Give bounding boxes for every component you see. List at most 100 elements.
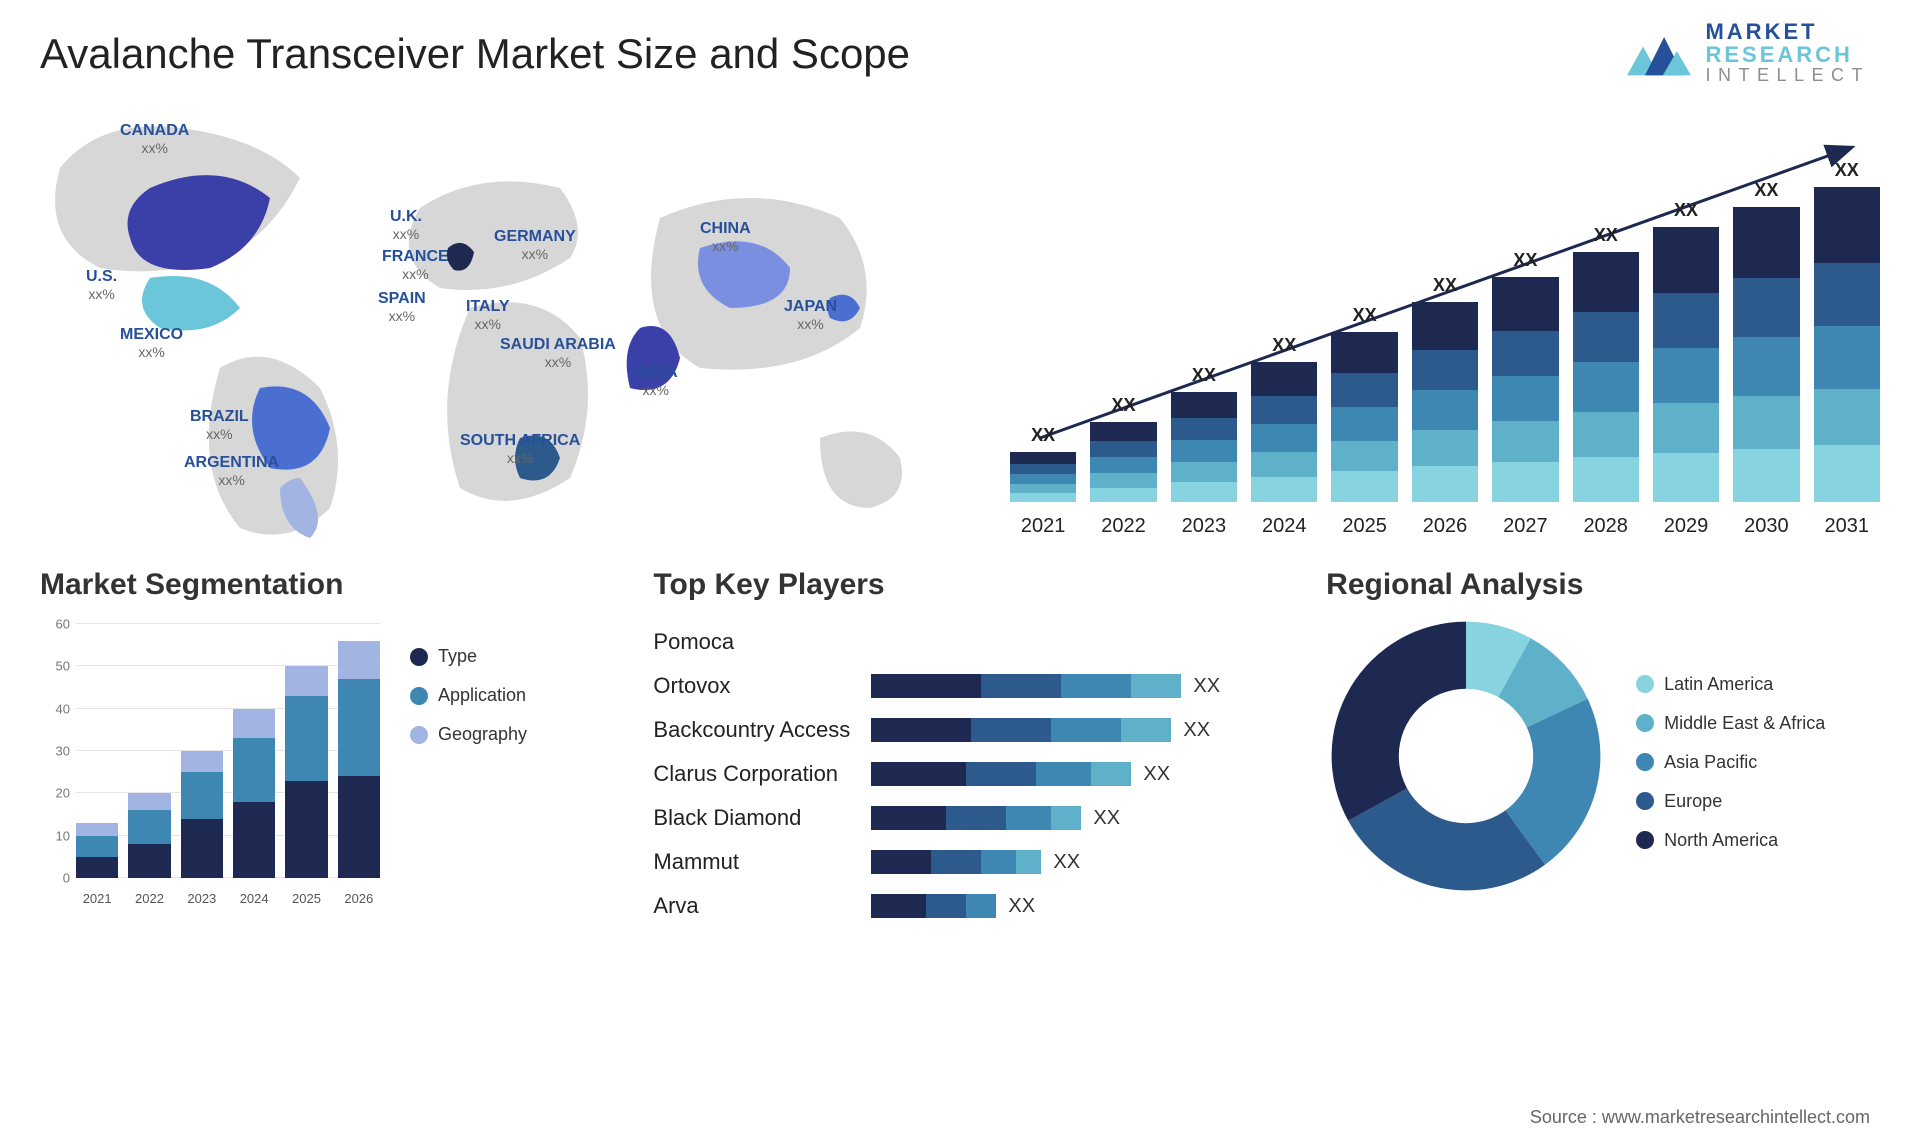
country-label: U.K.xx% (390, 208, 422, 242)
growth-x-label: 2026 (1412, 515, 1478, 538)
donut-svg (1326, 616, 1606, 896)
legend-swatch (1636, 675, 1654, 693)
player-bar-row (871, 620, 1291, 664)
brand-logo: MARKET RESEARCH INTELLECT (1627, 20, 1870, 85)
legend-label: Middle East & Africa (1664, 713, 1825, 734)
player-bar-row: XX (871, 884, 1291, 928)
seg-x-label: 2026 (338, 891, 380, 906)
country-label: U.S.xx% (86, 268, 117, 302)
legend-item: Geography (410, 724, 527, 745)
growth-bar: XX (1814, 160, 1880, 502)
growth-bar-label: XX (1272, 335, 1296, 356)
growth-x-label: 2029 (1653, 515, 1719, 538)
legend-label: Latin America (1664, 674, 1773, 695)
player-name: Backcountry Access (653, 708, 853, 752)
country-label: SOUTH AFRICAxx% (460, 432, 580, 466)
players-panel: Top Key Players PomocaOrtovoxBackcountry… (653, 568, 1306, 928)
player-value-label: XX (1053, 851, 1080, 874)
seg-bar (128, 793, 170, 878)
legend-label: Type (438, 646, 477, 667)
logo-line1: MARKET (1705, 20, 1870, 43)
player-bar-row: XX (871, 752, 1291, 796)
regional-title: Regional Analysis (1326, 568, 1880, 602)
seg-x-label: 2025 (285, 891, 327, 906)
legend-label: Geography (438, 724, 527, 745)
country-label: ARGENTINAxx% (184, 454, 279, 488)
country-label: CHINAxx% (700, 220, 751, 254)
seg-y-tick: 40 (56, 701, 70, 716)
legend-swatch (1636, 792, 1654, 810)
growth-bars: XXXXXXXXXXXXXXXXXXXXXX (1010, 160, 1880, 502)
seg-bars (76, 624, 380, 878)
legend-swatch (410, 726, 428, 744)
player-name: Clarus Corporation (653, 752, 853, 796)
growth-x-label: 2023 (1171, 515, 1237, 538)
player-name: Black Diamond (653, 796, 853, 840)
legend-label: Europe (1664, 791, 1722, 812)
player-value-label: XX (1183, 719, 1210, 742)
player-bar-row: XX (871, 664, 1291, 708)
country-label: GERMANYxx% (494, 228, 576, 262)
growth-bar-label: XX (1031, 425, 1055, 446)
growth-bar-label: XX (1754, 180, 1778, 201)
growth-bar: XX (1412, 275, 1478, 502)
player-bar-row: XX (871, 708, 1291, 752)
seg-y-axis: 0102030405060 (40, 624, 76, 878)
players-bars: XX XX XX XX XX XX (871, 616, 1291, 928)
legend-swatch (410, 687, 428, 705)
legend-swatch (410, 648, 428, 666)
country-label: JAPANxx% (784, 298, 837, 332)
growth-bar: XX (1090, 395, 1156, 502)
player-value-label: XX (1093, 807, 1120, 830)
growth-bar: XX (1733, 180, 1799, 502)
seg-y-tick: 30 (56, 744, 70, 759)
growth-x-label: 2025 (1331, 515, 1397, 538)
country-label: CANADAxx% (120, 122, 189, 156)
legend-label: Application (438, 685, 526, 706)
regional-panel: Regional Analysis Latin America Middle Ea… (1326, 568, 1880, 928)
logo-mark-icon (1627, 29, 1691, 77)
legend-swatch (1636, 753, 1654, 771)
seg-bar (285, 666, 327, 878)
growth-x-label: 2024 (1251, 515, 1317, 538)
seg-x-label: 2022 (128, 891, 170, 906)
seg-bar (233, 709, 275, 878)
legend-item: Type (410, 646, 527, 667)
legend-item: Latin America (1636, 674, 1825, 695)
regional-donut (1326, 616, 1606, 896)
player-bar-row: XX (871, 840, 1291, 884)
growth-chart: XXXXXXXXXXXXXXXXXXXXXX 20212022202320242… (1010, 108, 1880, 538)
seg-bar (181, 751, 223, 878)
growth-bar-label: XX (1433, 275, 1457, 296)
page: Avalanche Transceiver Market Size and Sc… (0, 0, 1920, 1146)
growth-bar-label: XX (1835, 160, 1859, 181)
seg-x-labels: 202120222023202420252026 (76, 891, 380, 906)
growth-x-label: 2027 (1492, 515, 1558, 538)
growth-bar: XX (1492, 250, 1558, 502)
upper-row: CANADAxx%U.S.xx%MEXICOxx%BRAZILxx%ARGENT… (40, 108, 1880, 538)
legend-item: Application (410, 685, 527, 706)
segmentation-legend: Type Application Geography (410, 616, 527, 906)
logo-line3: INTELLECT (1705, 66, 1870, 85)
regional-legend: Latin America Middle East & Africa Asia Pa… (1636, 644, 1825, 869)
growth-bar-label: XX (1674, 200, 1698, 221)
logo-line2: RESEARCH (1705, 43, 1870, 66)
player-bar-row: XX (871, 796, 1291, 840)
seg-y-tick: 10 (56, 828, 70, 843)
growth-bar-label: XX (1353, 305, 1377, 326)
seg-y-tick: 60 (56, 617, 70, 632)
growth-bar-label: XX (1192, 365, 1216, 386)
legend-item: Middle East & Africa (1636, 713, 1825, 734)
country-label: SAUDI ARABIAxx% (500, 336, 616, 370)
seg-y-tick: 50 (56, 659, 70, 674)
legend-label: Asia Pacific (1664, 752, 1757, 773)
seg-x-label: 2023 (181, 891, 223, 906)
player-value-label: XX (1008, 895, 1035, 918)
growth-bar: XX (1573, 225, 1639, 502)
growth-x-label: 2031 (1814, 515, 1880, 538)
growth-x-labels: 2021202220232024202520262027202820292030… (1010, 515, 1880, 538)
seg-x-label: 2024 (233, 891, 275, 906)
source-label: Source : www.marketresearchintellect.com (1530, 1107, 1870, 1128)
legend-label: North America (1664, 830, 1778, 851)
page-title: Avalanche Transceiver Market Size and Sc… (40, 30, 1880, 78)
